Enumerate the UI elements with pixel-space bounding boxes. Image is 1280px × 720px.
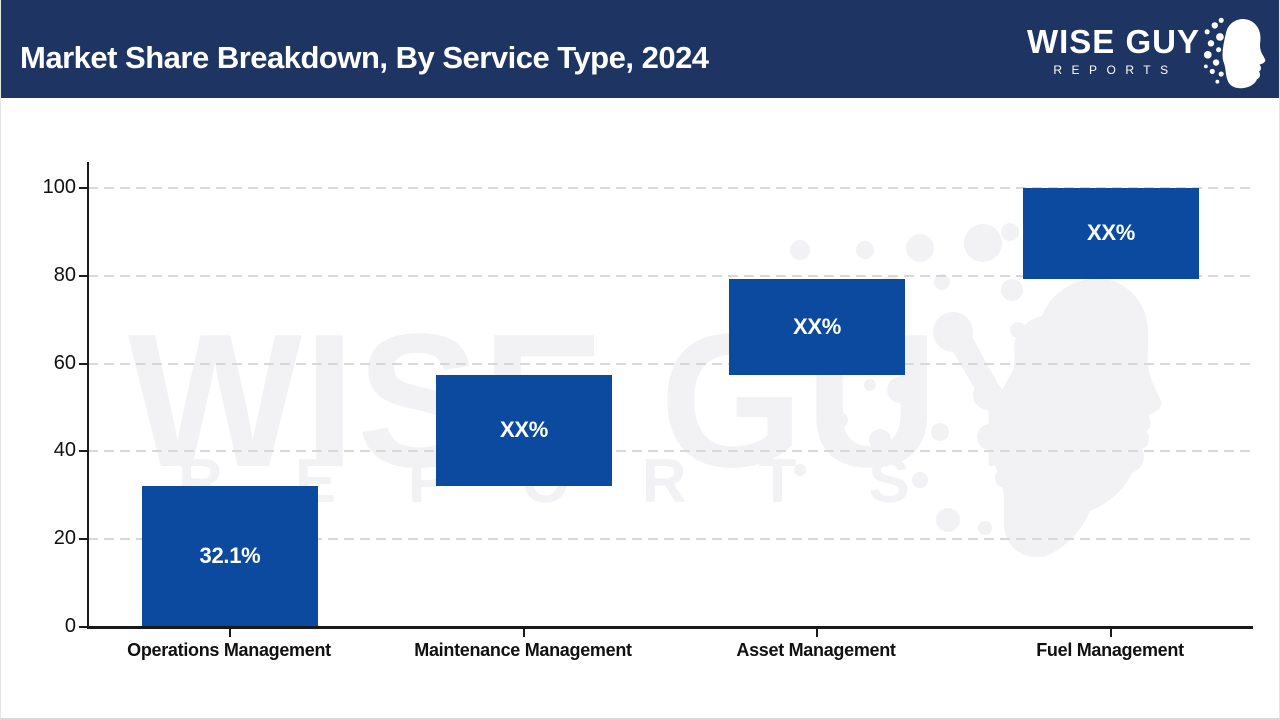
- gridline-100: [88, 187, 1253, 189]
- y-tick-0: [79, 626, 87, 628]
- x-label-asset-management: Asset Management: [736, 640, 896, 660]
- y-label-100: 100: [42, 176, 76, 198]
- bar-maintenance-management: XX%: [436, 374, 612, 486]
- watermark-head-profile: [790, 223, 1162, 558]
- head-profile-icon: [1203, 17, 1266, 89]
- x-tick-asset: [816, 629, 818, 637]
- y-tick-60: [79, 363, 87, 365]
- bar-value-label: XX%: [499, 417, 548, 442]
- logo-wordmark: WISE GUY: [1026, 23, 1200, 60]
- y-tick-80: [79, 275, 87, 277]
- gridline-60: [88, 363, 1253, 365]
- gridline-20: [88, 538, 1253, 540]
- y-label-20: 20: [53, 527, 76, 549]
- x-label-operations-management: Operations Management: [127, 640, 331, 660]
- y-tick-40: [79, 450, 87, 452]
- chart-area: WISE GUY REPORTS 100 80 60 40 20 0: [0, 98, 1280, 720]
- gridline-80: [88, 275, 1253, 277]
- x-label-maintenance-management: Maintenance Management: [414, 640, 632, 660]
- header-bar: Market Share Breakdown, By Service Type,…: [0, 0, 1280, 98]
- y-axis-line: [87, 162, 89, 628]
- x-axis-line: [87, 626, 1253, 629]
- bar-value-label: XX%: [1086, 220, 1135, 245]
- x-tick-operations: [229, 629, 231, 637]
- gridline-40: [88, 450, 1253, 452]
- y-label-0: 0: [64, 615, 76, 637]
- bar-fuel-management: XX%: [1023, 187, 1199, 279]
- x-tick-maintenance: [523, 629, 525, 637]
- bar-value-label: 32.1%: [199, 542, 261, 568]
- bar-operations-management: 32.1%: [142, 485, 318, 626]
- y-tick-100: [79, 187, 87, 189]
- x-label-fuel-management: Fuel Management: [1036, 640, 1184, 660]
- page-title: Market Share Breakdown, By Service Type,…: [20, 40, 709, 75]
- y-tick-20: [79, 538, 87, 540]
- bar-value-label: XX%: [792, 313, 841, 339]
- logo-subtitle: REPORTS: [1053, 63, 1178, 77]
- logo-text: WISE GUY REPORTS: [1027, 25, 1200, 77]
- y-label-60: 60: [53, 352, 76, 374]
- x-tick-fuel: [1110, 629, 1112, 637]
- y-label-40: 40: [53, 439, 76, 461]
- bar-asset-management: XX%: [729, 278, 905, 375]
- y-label-80: 80: [53, 264, 76, 286]
- wise-guy-reports-logo: WISE GUY REPORTS: [1027, 11, 1266, 91]
